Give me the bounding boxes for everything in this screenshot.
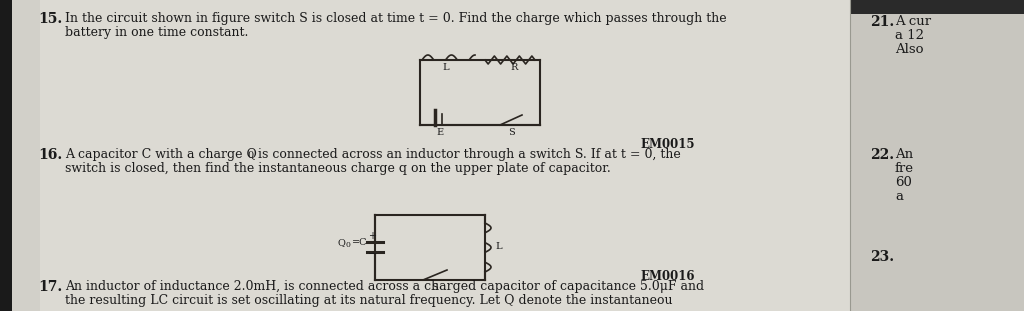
Text: EM0016: EM0016 (640, 270, 694, 283)
Text: R: R (510, 63, 517, 72)
Text: 0: 0 (247, 151, 253, 160)
Text: switch is closed, then find the instantaneous charge q on the upper plate of cap: switch is closed, then find the instanta… (65, 162, 610, 175)
Text: 15.: 15. (38, 12, 62, 26)
Text: An: An (895, 148, 913, 161)
Text: L: L (495, 242, 502, 251)
Text: Also: Also (895, 43, 924, 56)
Text: a 12: a 12 (895, 29, 924, 42)
Text: 16.: 16. (38, 148, 62, 162)
Text: fre: fre (895, 162, 914, 175)
FancyBboxPatch shape (0, 0, 12, 311)
FancyBboxPatch shape (10, 0, 40, 311)
Text: is connected across an inductor through a switch S. If at t = 0, the: is connected across an inductor through … (254, 148, 681, 161)
Text: 21.: 21. (870, 15, 894, 29)
Text: EM0015: EM0015 (640, 138, 694, 151)
Text: A capacitor C with a charge Q: A capacitor C with a charge Q (65, 148, 257, 161)
Text: 0: 0 (346, 241, 351, 249)
Text: 22.: 22. (870, 148, 894, 162)
FancyBboxPatch shape (10, 0, 850, 311)
Text: −: − (368, 249, 378, 259)
Text: Q: Q (337, 238, 345, 247)
Text: L: L (442, 63, 449, 72)
Text: +: + (368, 231, 376, 241)
FancyBboxPatch shape (850, 0, 1024, 311)
Text: a: a (895, 190, 903, 203)
Text: =C: =C (352, 238, 368, 247)
Text: S: S (508, 128, 515, 137)
Text: S: S (431, 283, 437, 292)
FancyBboxPatch shape (850, 0, 1024, 14)
Text: 23.: 23. (870, 250, 894, 264)
Text: An inductor of inductance 2.0mH, is connected across a charged capacitor of capa: An inductor of inductance 2.0mH, is conn… (65, 280, 705, 293)
Text: E: E (436, 128, 443, 137)
Text: 60: 60 (895, 176, 912, 189)
Text: A cur: A cur (895, 15, 931, 28)
Text: the resulting LC circuit is set oscillating at its natural frequency. Let Q deno: the resulting LC circuit is set oscillat… (65, 294, 673, 307)
Text: 17.: 17. (38, 280, 62, 294)
Text: In the circuit shown in figure switch S is closed at time t = 0. Find the charge: In the circuit shown in figure switch S … (65, 12, 727, 25)
Text: battery in one time constant.: battery in one time constant. (65, 26, 249, 39)
